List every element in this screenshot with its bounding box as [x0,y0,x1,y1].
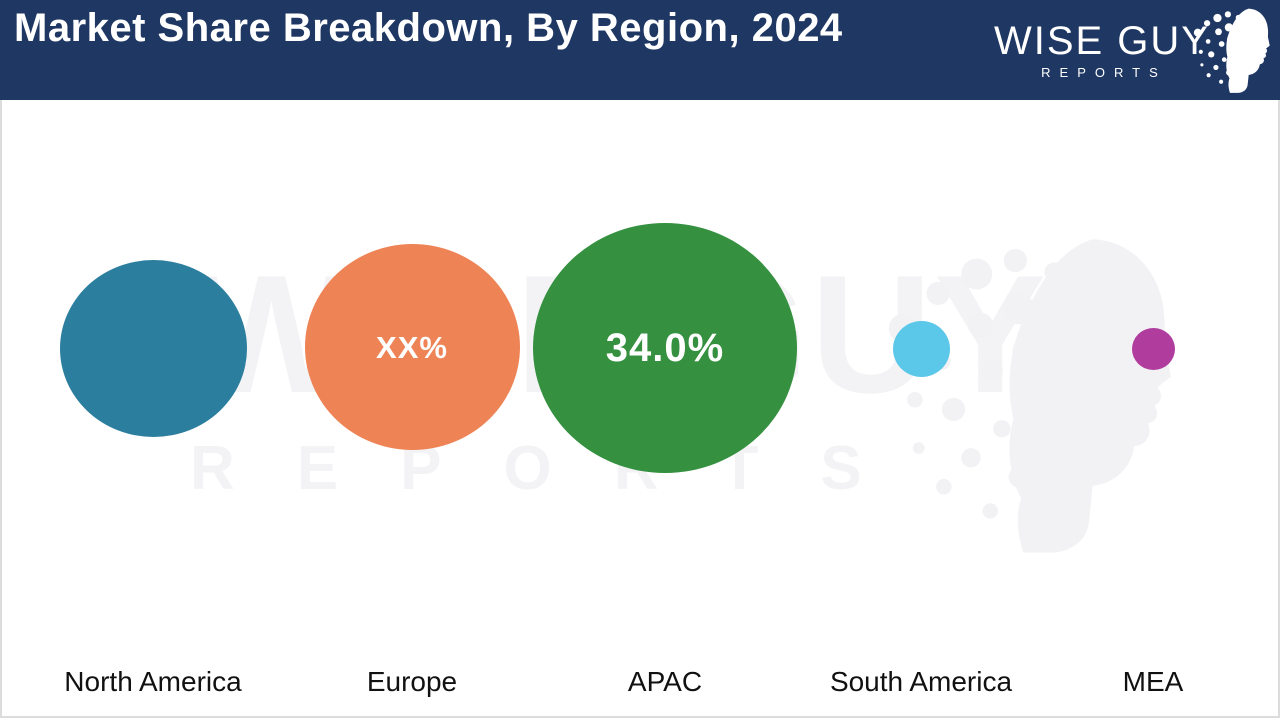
bubble-mea [1131,328,1175,370]
bubble-value-label: XX% [376,329,448,365]
bubble-south-america [892,321,950,377]
logo-subtitle: REPORTS [1041,64,1167,80]
brand-logo: WISE GUY REPORTS [994,7,1270,93]
bubble-europe: XX% [304,244,520,450]
page-title: Market Share Breakdown, By Region, 2024 [14,6,843,50]
watermark-subtitle: REPORTS [190,434,924,503]
category-label-mea: MEA [1122,666,1184,697]
header-bar: Market Share Breakdown, By Region, 2024 … [0,0,1280,100]
wiseguy-face-icon [1193,8,1270,93]
category-label-north-america: North America [64,666,242,697]
category-label-apac: APAC [627,666,703,697]
bubble-north-america [59,259,247,437]
bubble-apac: 34.0% [533,223,797,473]
logo-wordmark: WISE GUY REPORTS [994,21,1210,80]
logo-name: WISE GUY [993,18,1210,63]
category-label-south-america: South America [829,666,1013,697]
category-label-europe: Europe [366,666,458,697]
watermark-face-icon [888,239,1172,553]
bubble-value-label: 34.0% [605,326,725,370]
chart-area: WISE GUY REPORTS XX%34.0% North AmericaE… [0,100,1280,718]
